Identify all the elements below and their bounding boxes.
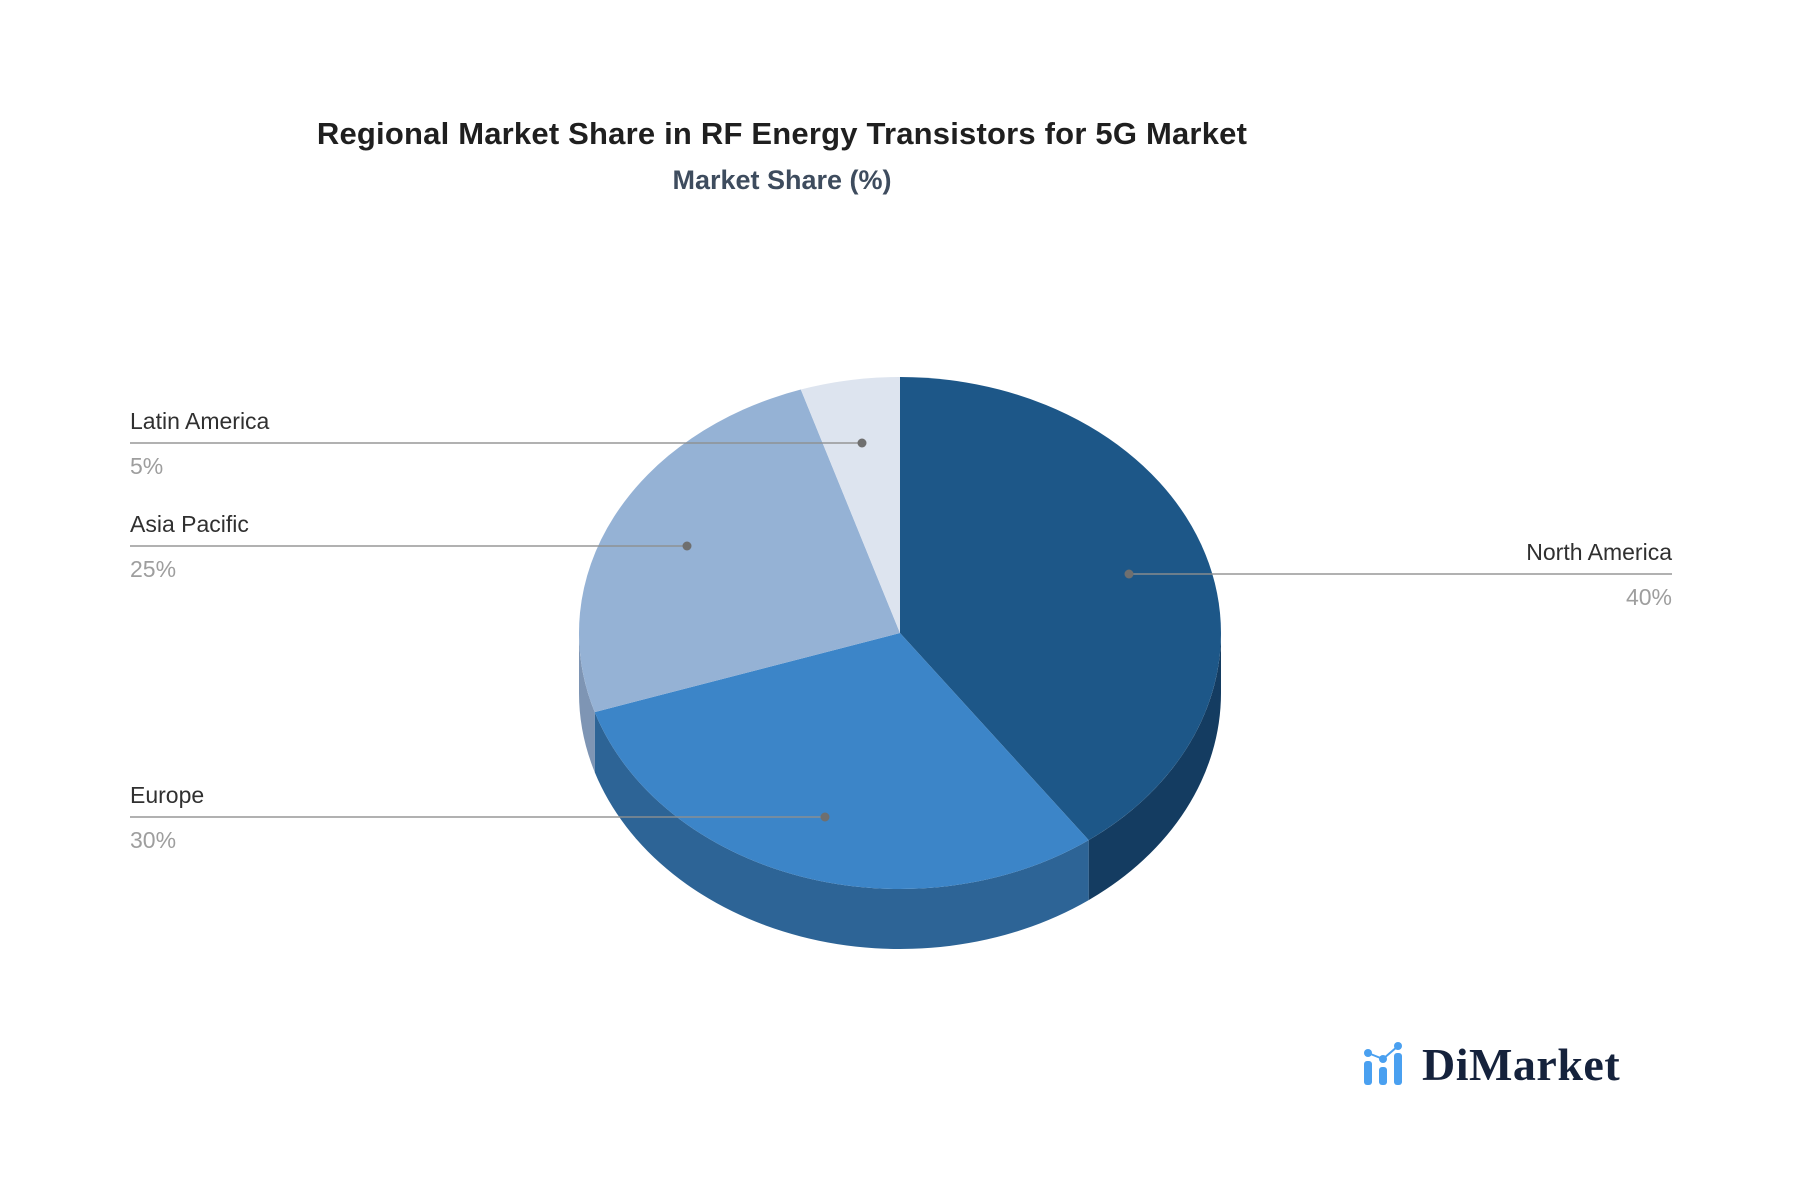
logo-dot-3 (1394, 1042, 1402, 1050)
leader-dot-asia-pacific (682, 541, 692, 551)
logo-bar-2 (1379, 1067, 1387, 1085)
label-latin-america-name: Latin America (130, 408, 270, 434)
chart-title: Regional Market Share in RF Energy Trans… (316, 116, 1248, 151)
bar-line-chart-icon (1364, 1042, 1402, 1085)
leader-dot-europe (820, 812, 830, 822)
logo-bar-3 (1394, 1053, 1402, 1085)
label-asia-pacific-value: 25% (130, 556, 177, 582)
pie-slice-europe[interactable] (594, 633, 1089, 889)
pie-slice-latin-america[interactable] (800, 377, 900, 633)
label-europe-name: Europe (130, 782, 205, 808)
leader-dot-latin-america (857, 438, 867, 448)
label-asia-pacific-name: Asia Pacific (130, 511, 249, 537)
logo-bar-1 (1364, 1061, 1372, 1085)
label-north-america-name: North America (1526, 539, 1672, 565)
pie-side-asia-pacific (579, 633, 595, 773)
dimarket-logo-text: DiMarket (1422, 1039, 1621, 1090)
pie-side-europe (594, 712, 1089, 949)
value-europe: 30% (130, 826, 176, 854)
chart-subtitle: Market Share (%) (672, 165, 892, 195)
pie-slice-asia-pacific[interactable] (578, 389, 900, 713)
label-asia-pacific: Asia Pacific (130, 510, 249, 538)
value-north-america: 40% (1626, 583, 1672, 611)
label-north-america-value: 40% (1625, 584, 1672, 610)
leader-dot-north-america (1124, 569, 1134, 579)
dimarket-logo: DiMarket (1362, 1040, 1620, 1090)
label-europe: Europe (130, 781, 204, 809)
label-latin-america: Latin America (130, 407, 269, 435)
logo-dot-2 (1379, 1055, 1387, 1063)
label-latin-america-value: 5% (130, 453, 164, 479)
label-north-america: North America (1526, 538, 1672, 566)
value-asia-pacific: 25% (130, 555, 176, 583)
value-latin-america: 5% (130, 452, 163, 480)
label-europe-value: 30% (130, 827, 177, 853)
pie-side-north-america (1088, 633, 1221, 901)
logo-dot-1 (1364, 1049, 1372, 1057)
pie-slice-north-america[interactable] (900, 377, 1221, 841)
